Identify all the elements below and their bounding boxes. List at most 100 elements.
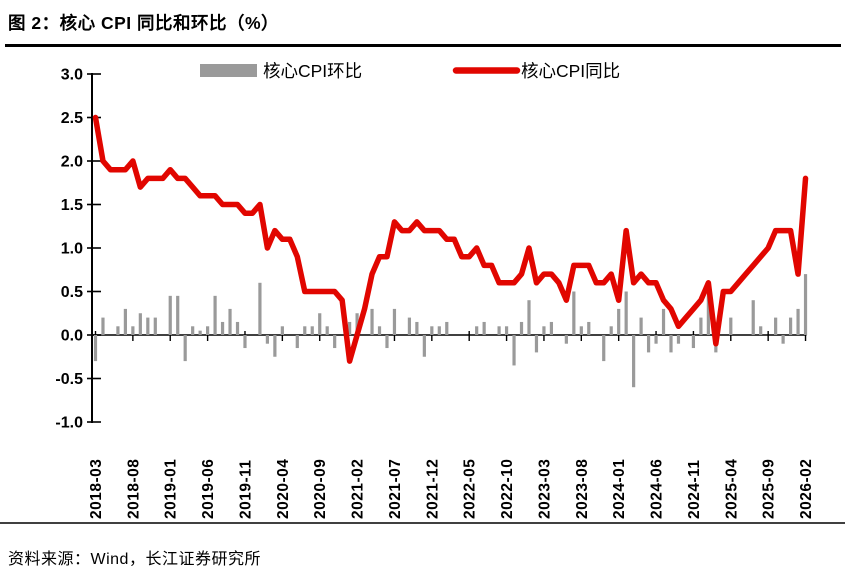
bar bbox=[527, 300, 531, 335]
bar bbox=[512, 335, 516, 366]
x-tick-label: 2021-12 bbox=[424, 459, 441, 519]
bar bbox=[639, 317, 643, 335]
bar bbox=[310, 326, 314, 335]
bar bbox=[392, 308, 397, 335]
bar bbox=[587, 321, 591, 335]
y-tick-label: -1.0 bbox=[55, 415, 83, 432]
x-tick-label: 2023-08 bbox=[574, 459, 591, 519]
y-axis: 3.0 2.5 2.0 1.5 1.0 0.5 0.0 -0.5 -1.0 bbox=[55, 67, 101, 432]
bar bbox=[609, 326, 613, 335]
bar bbox=[759, 326, 763, 335]
bar bbox=[183, 335, 187, 362]
x-tick-label: 2019-11 bbox=[237, 459, 254, 519]
bar bbox=[632, 335, 636, 388]
bar bbox=[325, 326, 329, 335]
bar bbox=[123, 308, 127, 335]
bar bbox=[669, 335, 673, 353]
y-tick-label: -0.5 bbox=[55, 371, 83, 388]
bar bbox=[93, 335, 98, 362]
y-tick-label: 2.0 bbox=[61, 154, 83, 171]
bar bbox=[534, 335, 539, 353]
legend-line-label: 核心CPI同比 bbox=[521, 61, 620, 81]
mom-bars bbox=[93, 274, 808, 388]
x-tick-label: 2024-11 bbox=[686, 459, 703, 519]
bar bbox=[729, 317, 733, 335]
bar bbox=[781, 335, 785, 344]
bar bbox=[206, 326, 210, 335]
x-tick-label: 2022-05 bbox=[462, 459, 479, 519]
x-tick-label: 2023-03 bbox=[536, 459, 553, 519]
x-tick-label: 2019-01 bbox=[163, 459, 180, 519]
bar bbox=[654, 335, 658, 344]
legend-bar-label: 核心CPI环比 bbox=[263, 61, 362, 81]
x-tick-label: 2019-06 bbox=[200, 459, 217, 519]
x-tick-label: 2020-09 bbox=[312, 459, 329, 519]
y-tick-label: 2.5 bbox=[61, 110, 83, 127]
y-tick-label: 0.0 bbox=[61, 328, 83, 345]
bar bbox=[191, 326, 195, 335]
bar bbox=[377, 326, 382, 335]
source-note: 资料来源：Wind，长江证券研究所 bbox=[8, 551, 261, 568]
bar bbox=[549, 321, 554, 335]
bar bbox=[422, 335, 426, 357]
bar bbox=[602, 335, 606, 362]
x-tick-label: 2021-07 bbox=[387, 459, 404, 519]
figure-title-row: 图 2：核心 CPI 同比和环比（%） bbox=[5, 6, 841, 47]
bar bbox=[385, 335, 389, 349]
bar bbox=[355, 313, 359, 335]
bar bbox=[370, 308, 374, 335]
bar bbox=[318, 313, 322, 335]
bar bbox=[116, 326, 120, 335]
bar bbox=[415, 321, 419, 335]
bar bbox=[504, 326, 509, 335]
bar bbox=[774, 317, 778, 335]
bar bbox=[579, 326, 583, 335]
bar bbox=[519, 321, 524, 335]
bar bbox=[564, 335, 568, 344]
bar bbox=[699, 317, 703, 335]
yoy-line bbox=[92, 114, 809, 364]
x-tick-label: 2018-08 bbox=[125, 459, 142, 519]
x-tick-label: 2024-06 bbox=[649, 459, 666, 519]
y-tick-label: 0.5 bbox=[61, 284, 83, 301]
bar bbox=[624, 291, 628, 335]
bar bbox=[572, 291, 576, 335]
x-tick-label: 2025-09 bbox=[761, 459, 778, 519]
bar bbox=[333, 335, 337, 349]
bar bbox=[235, 321, 240, 335]
bar bbox=[475, 326, 479, 335]
bar bbox=[213, 295, 217, 335]
x-tick-label: 2022-10 bbox=[499, 459, 516, 519]
bar bbox=[445, 321, 449, 335]
bar bbox=[796, 308, 800, 335]
bar bbox=[198, 330, 202, 335]
bar bbox=[348, 321, 352, 335]
bar bbox=[788, 317, 793, 335]
bar bbox=[228, 308, 232, 335]
bar bbox=[265, 335, 270, 344]
bar bbox=[482, 321, 486, 335]
bar bbox=[258, 282, 262, 335]
x-tick-label: 2026-02 bbox=[798, 459, 815, 519]
bar bbox=[407, 317, 412, 335]
bar bbox=[437, 326, 441, 335]
bar bbox=[691, 335, 696, 349]
bar bbox=[430, 326, 434, 335]
bar bbox=[280, 326, 284, 335]
bar bbox=[101, 317, 105, 335]
y-tick-label: 3.0 bbox=[61, 67, 83, 84]
bar bbox=[138, 313, 142, 335]
bar bbox=[617, 308, 621, 335]
legend: 核心CPI环比 核心CPI同比 bbox=[200, 61, 620, 81]
bar bbox=[176, 295, 180, 335]
y-tick-label: 1.0 bbox=[61, 241, 83, 258]
bar bbox=[243, 335, 247, 349]
bar bbox=[168, 295, 172, 335]
bar bbox=[706, 291, 710, 335]
x-tick-label: 2025-04 bbox=[723, 459, 740, 519]
legend-bar-swatch bbox=[200, 64, 257, 77]
bar bbox=[295, 335, 299, 349]
bar bbox=[661, 308, 666, 335]
